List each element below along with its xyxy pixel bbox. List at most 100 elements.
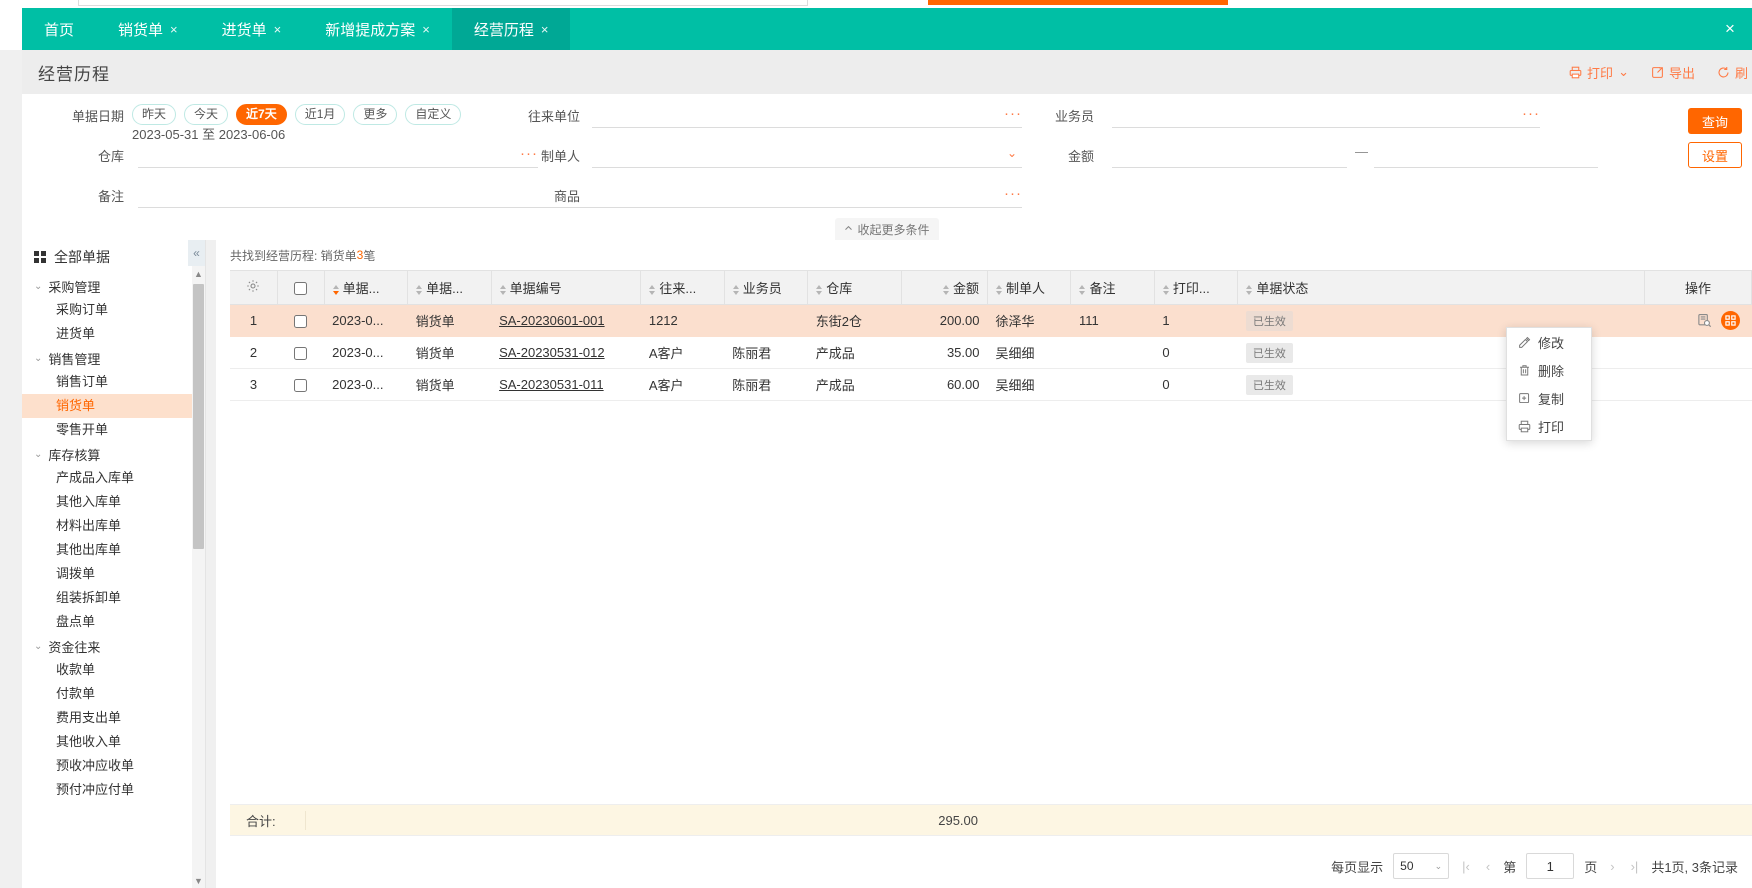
sort-icon[interactable]: [1162, 284, 1170, 295]
table-row[interactable]: 1 2023-0... 销货单 SA-20230601-001 1212 东街2…: [230, 304, 1752, 337]
tab-home[interactable]: 首页: [22, 8, 96, 50]
date-chip-last7days[interactable]: 近7天: [236, 104, 287, 125]
date-chip-custom[interactable]: 自定义: [405, 104, 462, 125]
sidebar-item-stocktaking[interactable]: 盘点单: [56, 614, 96, 629]
tab-close-icon[interactable]: ×: [422, 21, 430, 37]
header-number[interactable]: 单据编号: [491, 270, 642, 305]
amount-to-input[interactable]: [1374, 142, 1598, 168]
header-salesman[interactable]: 业务员: [724, 270, 809, 305]
sidebar-item-receipt[interactable]: 收款单: [56, 662, 96, 677]
sidebar-item-other-income[interactable]: 其他收入单: [56, 734, 122, 749]
amount-from-input[interactable]: [1112, 142, 1347, 168]
sort-icon[interactable]: [816, 284, 823, 295]
cell-number[interactable]: SA-20230531-012: [491, 336, 641, 369]
tab-business-history[interactable]: 经营历程 ×: [451, 8, 571, 50]
query-button[interactable]: 查询: [1688, 108, 1742, 134]
header-date[interactable]: 单据...: [324, 270, 409, 305]
tab-new-commission-plan[interactable]: 新增提成方案 ×: [303, 8, 452, 50]
view-detail-icon[interactable]: [1697, 313, 1712, 328]
tab-sales-order[interactable]: 销货单 ×: [96, 8, 200, 50]
row-checkbox[interactable]: [294, 379, 308, 393]
chevron-down-icon[interactable]: ⌄: [1618, 64, 1629, 79]
table-row[interactable]: 2 2023-0... 销货单 SA-20230531-012 A客户 陈丽君 …: [230, 336, 1752, 369]
tab-close-icon[interactable]: ×: [170, 21, 178, 37]
sidebar-item-material-out[interactable]: 材料出库单: [56, 518, 122, 533]
scroll-up-icon[interactable]: ▲: [194, 268, 203, 279]
sidebar-item-expense[interactable]: 费用支出单: [56, 710, 122, 725]
next-page-button[interactable]: ›: [1610, 858, 1615, 874]
sort-icon[interactable]: [1246, 284, 1253, 295]
warehouse-input[interactable]: [138, 142, 538, 168]
nav-group-sales[interactable]: ⌄ 销售管理: [22, 346, 205, 370]
scrollbar-thumb[interactable]: [193, 284, 204, 549]
header-type[interactable]: 单据...: [407, 270, 492, 305]
sidebar-item-assembly[interactable]: 组装拆卸单: [56, 590, 122, 605]
sidebar-item-retail-billing[interactable]: 零售开单: [56, 422, 109, 437]
nav-group-funds[interactable]: ⌄ 资金往来: [22, 634, 205, 658]
sort-icon[interactable]: [1079, 284, 1086, 295]
sort-icon[interactable]: [996, 284, 1003, 295]
context-menu-delete[interactable]: 删除: [1507, 356, 1591, 384]
more-actions-icon[interactable]: [1720, 311, 1740, 330]
row-checkbox[interactable]: [294, 347, 308, 361]
sidebar-collapse-button[interactable]: «: [188, 240, 205, 266]
sort-icon[interactable]: [499, 284, 507, 295]
sidebar-item-finished-goods-in[interactable]: 产成品入库单: [56, 470, 135, 485]
first-page-button[interactable]: |‹: [1462, 858, 1470, 874]
document-link[interactable]: SA-20230531-012: [499, 345, 605, 360]
sidebar-item-transfer[interactable]: 调拨单: [56, 566, 96, 581]
product-input[interactable]: [592, 182, 1022, 208]
sidebar-item-prepaid-payable[interactable]: 预付冲应付单: [56, 782, 135, 797]
partner-input[interactable]: [592, 102, 1022, 128]
header-maker[interactable]: 制单人: [987, 270, 1072, 305]
sidebar-item-purchase-receipt[interactable]: 进货单: [56, 326, 96, 341]
prev-page-button[interactable]: ‹: [1485, 858, 1491, 874]
select-all-header[interactable]: [277, 270, 325, 305]
warehouse-more-icon[interactable]: ···: [520, 145, 538, 162]
gear-icon[interactable]: [246, 280, 260, 296]
scroll-down-icon[interactable]: ▼: [194, 875, 203, 886]
collapse-more-conditions-button[interactable]: 收起更多条件: [835, 218, 939, 240]
header-remark[interactable]: 备注: [1070, 270, 1155, 305]
date-chip-last1month[interactable]: 近1月: [294, 104, 346, 125]
row-select-cell[interactable]: [277, 336, 325, 369]
nav-group-purchase[interactable]: ⌄ 采购管理: [22, 274, 205, 298]
header-warehouse[interactable]: 仓库: [807, 270, 903, 305]
cell-number[interactable]: SA-20230601-001: [491, 304, 641, 337]
refresh-button[interactable]: 刷: [1717, 63, 1748, 82]
column-settings-header[interactable]: [230, 270, 278, 305]
export-button[interactable]: 导出: [1651, 63, 1695, 82]
sort-icon[interactable]: [942, 284, 950, 295]
header-amount[interactable]: 金额: [901, 270, 988, 305]
sidebar-item-payment[interactable]: 付款单: [56, 686, 96, 701]
tab-purchase-order[interactable]: 进货单 ×: [200, 8, 304, 50]
product-more-icon[interactable]: ···: [1004, 185, 1022, 202]
date-chip-yesterday[interactable]: 昨天: [132, 104, 177, 125]
document-link[interactable]: SA-20230531-011: [499, 377, 604, 392]
nav-group-inventory[interactable]: ⌄ 库存核算: [22, 442, 205, 466]
tab-close-icon[interactable]: ×: [540, 21, 549, 37]
maker-chevron-down-icon[interactable]: ⌄: [1007, 146, 1018, 160]
close-all-tabs-icon[interactable]: ×: [1725, 19, 1735, 38]
sidebar-item-sales-invoice[interactable]: 销货单: [22, 394, 205, 418]
tab-close-icon[interactable]: ×: [273, 21, 282, 37]
sidebar-item-purchase-order[interactable]: 采购订单: [56, 302, 109, 317]
sidebar-item-other-out[interactable]: 其他出库单: [56, 542, 122, 557]
header-status[interactable]: 单据状态: [1237, 270, 1645, 305]
per-page-select[interactable]: 50 ⌄: [1393, 853, 1450, 879]
context-menu-copy[interactable]: 复制: [1507, 384, 1591, 412]
sidebar-item-prepaid-receivable[interactable]: 预收冲应收单: [56, 758, 135, 773]
cell-number[interactable]: SA-20230531-011: [491, 368, 641, 401]
sidebar-header[interactable]: 全部单据: [22, 240, 205, 274]
page-number-input[interactable]: [1526, 853, 1575, 879]
sidebar-item-other-in[interactable]: 其他入库单: [56, 494, 122, 509]
salesman-more-icon[interactable]: ···: [1522, 105, 1540, 122]
sort-icon[interactable]: [649, 284, 656, 295]
sort-desc-icon[interactable]: [332, 284, 340, 295]
select-all-checkbox[interactable]: [294, 282, 308, 296]
row-checkbox[interactable]: [294, 315, 308, 329]
context-menu-print[interactable]: 打印: [1507, 412, 1591, 440]
document-link[interactable]: SA-20230601-001: [499, 313, 605, 328]
maker-input[interactable]: [592, 142, 1022, 168]
sort-icon[interactable]: [416, 284, 423, 295]
